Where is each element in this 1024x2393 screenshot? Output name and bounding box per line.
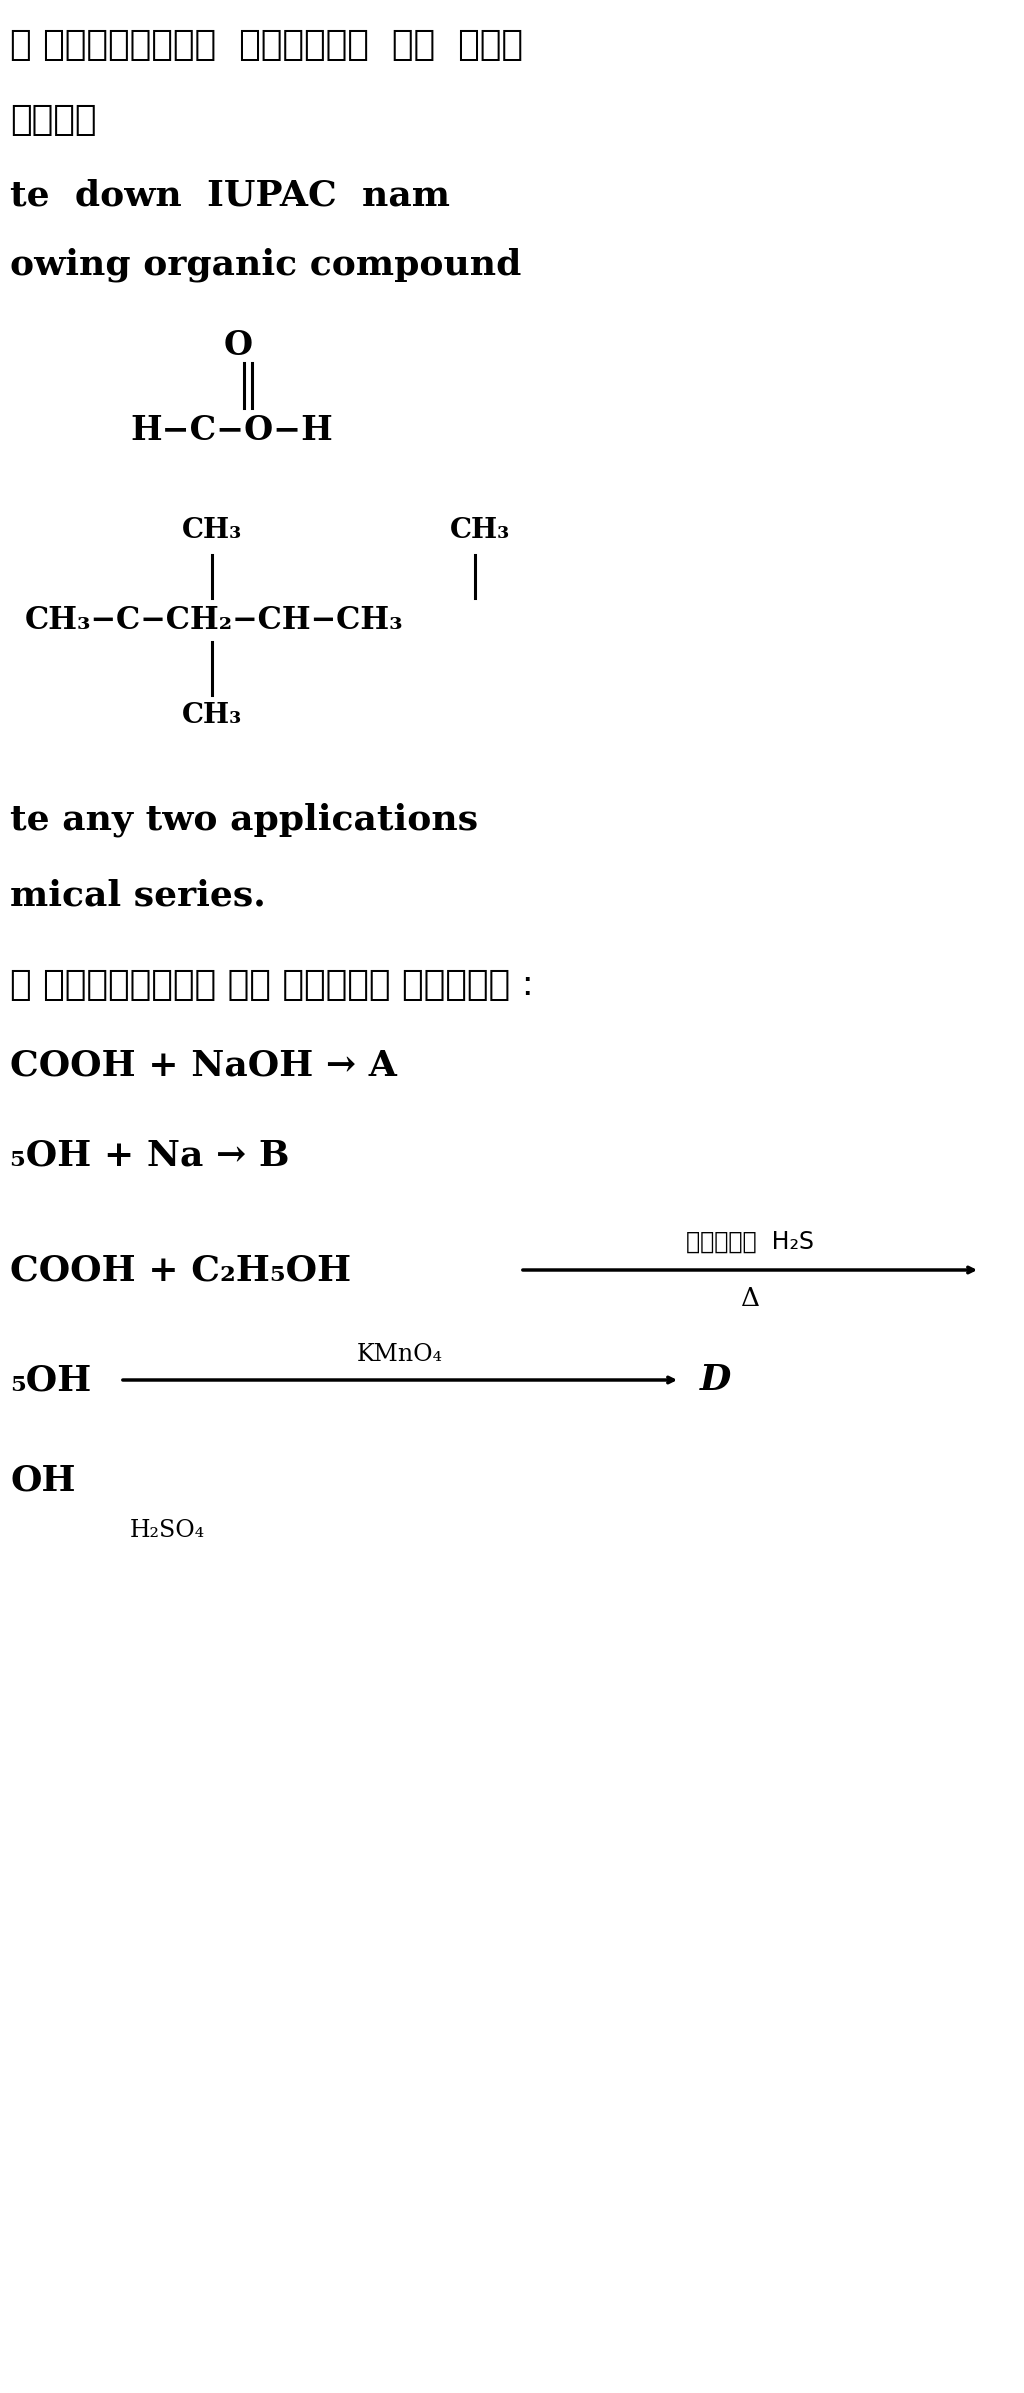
Text: CH₃−C−CH₂−CH−CH₃: CH₃−C−CH₂−CH−CH₃ [25,605,403,637]
Text: इ समीकरणों को पूर्ण कीजिए :: इ समीकरणों को पूर्ण कीजिए : [10,969,534,1003]
Text: D: D [700,1364,731,1398]
Text: CH₃: CH₃ [182,701,243,727]
Text: Δ: Δ [740,1285,760,1311]
Text: mical series.: mical series. [10,878,266,912]
Text: COOH + C₂H₅OH: COOH + C₂H₅OH [10,1254,351,1287]
Text: हुए।: हुए। [10,103,96,136]
Text: OH: OH [10,1462,76,1498]
Text: CH₃: CH₃ [450,517,510,543]
Text: H₂SO₄: H₂SO₄ [130,1520,205,1541]
Text: H−C−O−H: H−C−O−H [130,414,333,447]
Text: त रासायनिक  श्रेणी  की  किन: त रासायनिक श्रेणी की किन [10,29,523,62]
Text: COOH + NaOH → A: COOH + NaOH → A [10,1048,397,1082]
Text: ₅OH + Na → B: ₅OH + Na → B [10,1139,290,1173]
Text: सान्द  H₂S: सान्द H₂S [686,1230,814,1254]
Text: CH₃: CH₃ [182,517,243,543]
Text: O: O [223,328,253,361]
Text: te any two applications: te any two applications [10,802,478,838]
Text: ₅OH: ₅OH [10,1364,91,1398]
Text: KMnO₄: KMnO₄ [357,1342,443,1366]
Text: owing organic compound: owing organic compound [10,249,521,282]
Text: te  down  IUPAC  nam: te down IUPAC nam [10,177,450,213]
